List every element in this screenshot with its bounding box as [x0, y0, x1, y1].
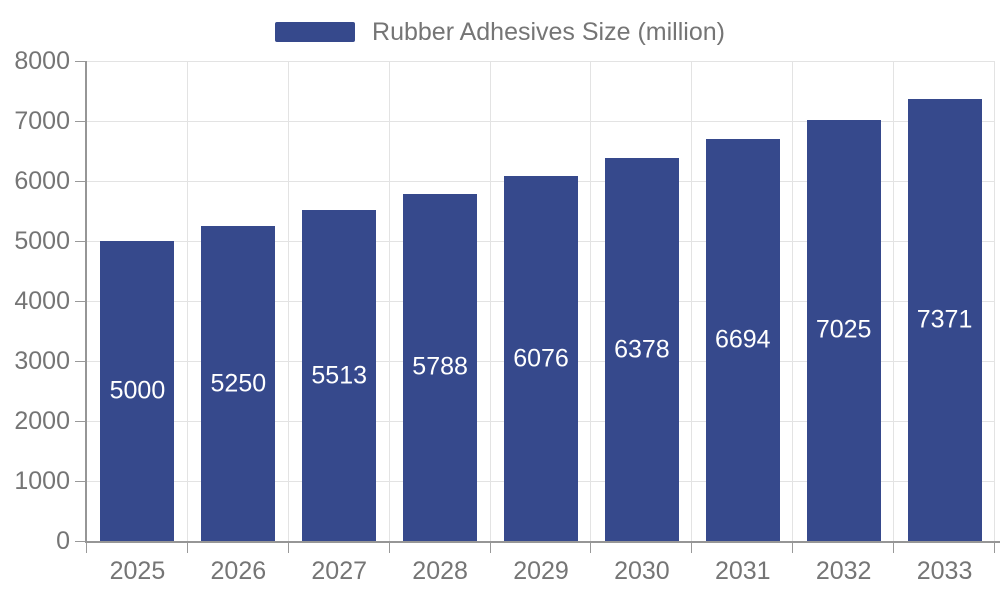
y-axis-tick-label: 0 [56, 527, 70, 555]
gridline-v [792, 61, 794, 541]
x-tick [186, 543, 188, 553]
y-axis-tick-label: 6000 [14, 167, 70, 195]
gridline-v [287, 61, 289, 541]
x-tick [388, 543, 390, 553]
legend-swatch [275, 22, 356, 42]
gridline-v [489, 61, 491, 541]
x-tick [691, 543, 693, 553]
y-tick [75, 181, 85, 182]
gridline-v [388, 61, 390, 541]
y-axis-tick-label: 1000 [14, 467, 70, 495]
y-tick [75, 61, 85, 62]
y-axis-tick-label: 8000 [14, 47, 70, 75]
bar-value-label: 5250 [210, 369, 267, 397]
x-axis-tick-label: 2030 [614, 557, 670, 585]
bar-value-label: 6694 [714, 325, 771, 354]
gridline-v [691, 61, 693, 541]
bar-2027: 5513 [302, 210, 377, 541]
x-axis-tick-label: 2033 [916, 557, 973, 585]
x-axis-tick-label: 2025 [109, 557, 166, 585]
x-axis-tick-label: 2029 [513, 557, 569, 585]
y-tick [75, 481, 85, 482]
bar-2033: 7371 [907, 98, 982, 541]
y-axis-tick-label: 2000 [14, 407, 70, 435]
bar-value-label: 5000 [109, 376, 166, 405]
bar-2031: 6694 [705, 139, 780, 541]
y-axis-tick-label: 7000 [14, 107, 70, 135]
x-tick [590, 543, 592, 553]
gridline-v [994, 61, 995, 541]
bar-value-label: 6378 [614, 335, 670, 364]
y-axis-tick-label: 5000 [14, 227, 70, 255]
gridline-v [186, 61, 188, 541]
y-axis-tick-label: 4000 [14, 287, 70, 315]
x-tick [792, 543, 794, 553]
x-axis-tick-label: 2028 [412, 557, 468, 585]
x-tick [86, 543, 87, 553]
legend-label: Rubber Adhesives Size (million) [372, 17, 725, 46]
x-tick [489, 543, 491, 553]
bar-value-label: 7025 [815, 315, 872, 344]
bar-value-label: 7371 [916, 305, 973, 334]
x-axis-tick-label: 2027 [311, 557, 368, 585]
x-axis-line [85, 541, 1000, 543]
plot-area: 5000 5250 5513 5788 6076 6378 6694 7025 7371 [87, 61, 995, 541]
bar-2025: 5000 [100, 241, 175, 541]
bar-2030: 6378 [604, 158, 679, 541]
y-tick [75, 421, 85, 422]
x-tick [287, 543, 289, 553]
bar-2029: 6076 [504, 176, 578, 541]
y-axis-tick-label: 3000 [14, 347, 70, 375]
y-tick [75, 121, 85, 122]
x-axis-tick-label: 2026 [210, 557, 267, 585]
bar-value-label: 6076 [513, 344, 569, 373]
gridline-v [590, 61, 592, 541]
y-axis-line [85, 61, 87, 543]
x-tick [893, 543, 895, 553]
y-tick [75, 301, 85, 302]
y-tick [75, 361, 85, 362]
legend[interactable]: Rubber Adhesives Size (million) [0, 14, 1000, 50]
gridline-h [87, 121, 995, 122]
bar-value-label: 5788 [412, 352, 468, 381]
gridline-h [87, 61, 995, 62]
gridline-v [893, 61, 895, 541]
bar-2026: 5250 [201, 226, 276, 541]
x-tick [994, 543, 995, 553]
y-tick [75, 241, 85, 242]
bar-2028: 5788 [403, 193, 478, 541]
bar-2032: 7025 [806, 119, 881, 541]
x-axis-tick-label: 2031 [714, 557, 771, 585]
bar-value-label: 5513 [311, 361, 368, 390]
y-tick [75, 541, 85, 542]
x-axis-tick-label: 2032 [815, 557, 872, 585]
